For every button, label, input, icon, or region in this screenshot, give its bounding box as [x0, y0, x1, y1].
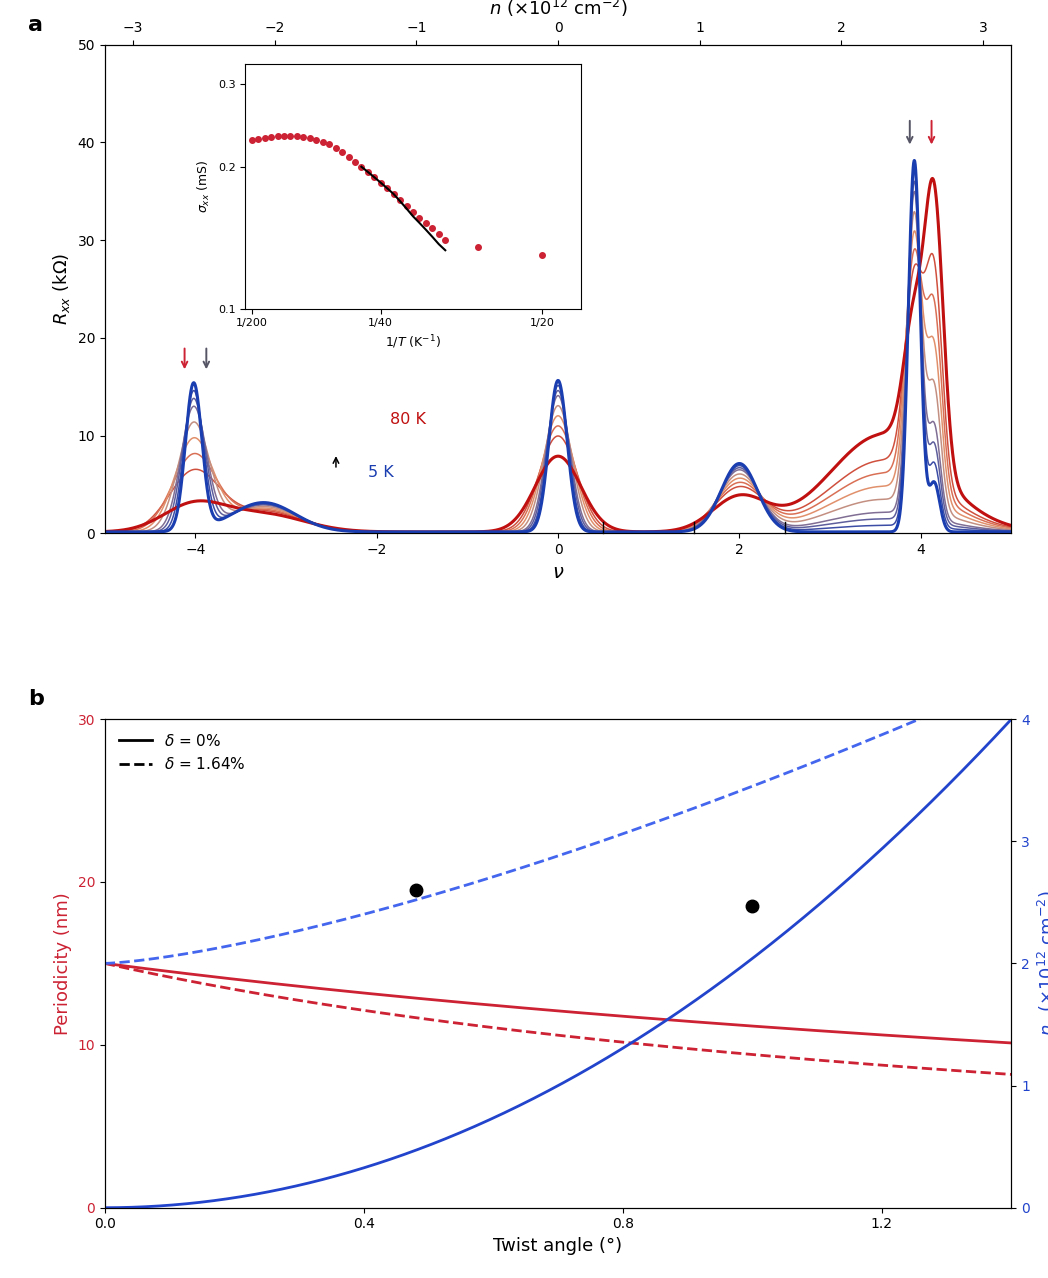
- X-axis label: $\nu$: $\nu$: [552, 562, 564, 581]
- Y-axis label: Periodicity (nm): Periodicity (nm): [53, 892, 72, 1035]
- Legend: $\delta$ = 0%, $\delta$ = 1.64%: $\delta$ = 0%, $\delta$ = 1.64%: [112, 727, 252, 778]
- Text: a: a: [27, 15, 43, 35]
- Y-axis label: $n_s$ ($\times$10$^{12}$ cm$^{-2}$): $n_s$ ($\times$10$^{12}$ cm$^{-2}$): [1035, 891, 1048, 1036]
- Y-axis label: $R_{xx}$ (k$\Omega$): $R_{xx}$ (k$\Omega$): [51, 253, 72, 325]
- Text: b: b: [27, 689, 44, 709]
- Text: 80 K: 80 K: [390, 412, 427, 427]
- X-axis label: $n$ ($\times$10$^{12}$ cm$^{-2}$): $n$ ($\times$10$^{12}$ cm$^{-2}$): [488, 0, 628, 19]
- Text: 5 K: 5 K: [368, 465, 393, 479]
- X-axis label: Twist angle (°): Twist angle (°): [494, 1237, 623, 1255]
